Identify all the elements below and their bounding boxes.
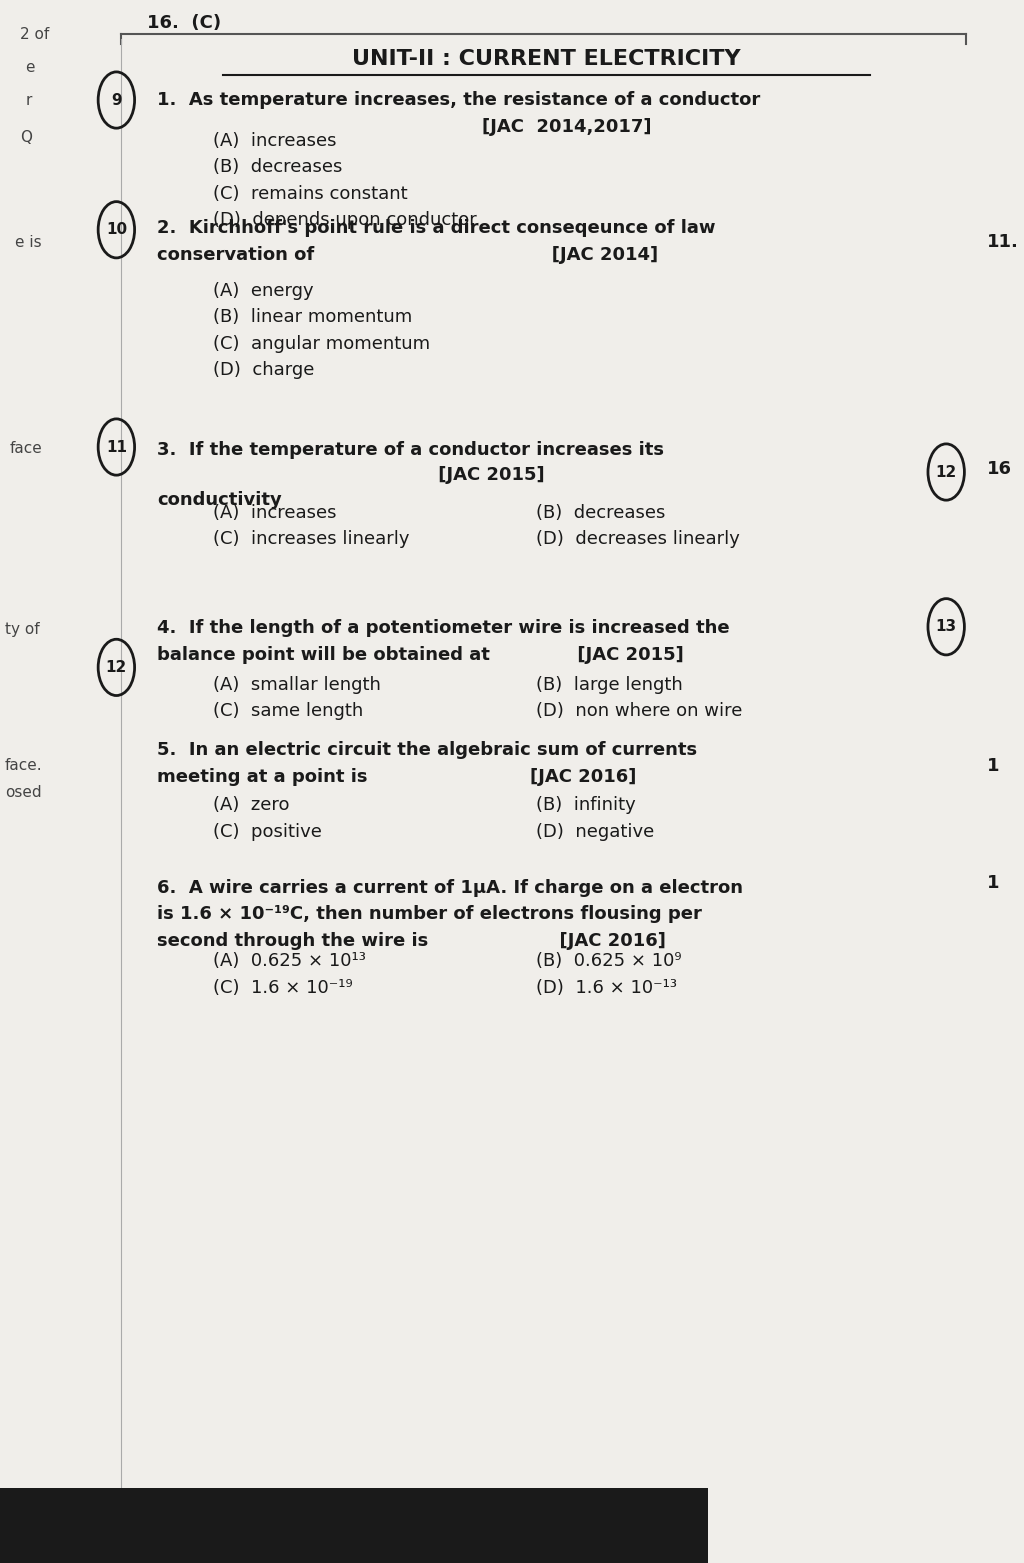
Text: 10: 10 bbox=[105, 222, 127, 238]
Text: (B)  infinity: (B) infinity bbox=[537, 796, 636, 814]
Text: e: e bbox=[26, 59, 35, 75]
Text: (D)  decreases linearly: (D) decreases linearly bbox=[537, 530, 740, 549]
Text: (D)  depends upon conductor: (D) depends upon conductor bbox=[213, 211, 476, 230]
Text: 2.  Kirchhoff's point rule is a direct conseqeunce of law: 2. Kirchhoff's point rule is a direct co… bbox=[157, 219, 716, 238]
Text: r: r bbox=[26, 92, 32, 108]
Text: (A)  energy: (A) energy bbox=[213, 281, 313, 300]
Text: (C)  increases linearly: (C) increases linearly bbox=[213, 530, 409, 549]
Text: ty of: ty of bbox=[5, 622, 40, 638]
Text: 9: 9 bbox=[111, 92, 122, 108]
Text: 11: 11 bbox=[105, 439, 127, 455]
Text: 13: 13 bbox=[936, 619, 956, 635]
Text: conservation of                                      [JAC 2014]: conservation of [JAC 2014] bbox=[157, 245, 658, 264]
Text: osed: osed bbox=[5, 785, 42, 800]
Text: 6.  A wire carries a current of 1μA. If charge on a electron: 6. A wire carries a current of 1μA. If c… bbox=[157, 878, 742, 897]
Text: (D)  negative: (D) negative bbox=[537, 822, 654, 841]
Text: (C)  angular momentum: (C) angular momentum bbox=[213, 334, 430, 353]
Text: e is: e is bbox=[15, 234, 42, 250]
Text: (B)  decreases: (B) decreases bbox=[213, 158, 342, 177]
Text: (A)  0.625 × 10¹³: (A) 0.625 × 10¹³ bbox=[213, 952, 366, 971]
Text: face: face bbox=[10, 441, 43, 456]
Text: UNIT-II : CURRENT ELECTRICITY: UNIT-II : CURRENT ELECTRICITY bbox=[352, 50, 740, 69]
Text: (A)  increases: (A) increases bbox=[213, 503, 336, 522]
Text: Q: Q bbox=[20, 130, 32, 145]
Text: [JAC 2015]: [JAC 2015] bbox=[157, 466, 545, 485]
Text: (D)  charge: (D) charge bbox=[213, 361, 314, 380]
Text: 5.  In an electric circuit the algebraic sum of currents: 5. In an electric circuit the algebraic … bbox=[157, 741, 697, 760]
Text: 16.  (C): 16. (C) bbox=[146, 14, 221, 33]
Text: (C)  same length: (C) same length bbox=[213, 702, 362, 721]
FancyBboxPatch shape bbox=[0, 1488, 709, 1563]
Text: balance point will be obtained at              [JAC 2015]: balance point will be obtained at [JAC 2… bbox=[157, 646, 684, 664]
Text: conductivity: conductivity bbox=[157, 491, 282, 510]
Text: (A)  zero: (A) zero bbox=[213, 796, 289, 814]
Text: [JAC  2014,2017]: [JAC 2014,2017] bbox=[157, 117, 651, 136]
Text: is 1.6 × 10⁻¹⁹C, then number of electrons flousing per: is 1.6 × 10⁻¹⁹C, then number of electron… bbox=[157, 905, 701, 924]
Text: (C)  remains constant: (C) remains constant bbox=[213, 184, 408, 203]
Text: (A)  smallar length: (A) smallar length bbox=[213, 675, 380, 694]
Text: 3.  If the temperature of a conductor increases its: 3. If the temperature of a conductor inc… bbox=[157, 441, 664, 460]
Text: second through the wire is                     [JAC 2016]: second through the wire is [JAC 2016] bbox=[157, 932, 666, 950]
Text: 1: 1 bbox=[987, 756, 999, 775]
Text: 12: 12 bbox=[105, 660, 127, 675]
Text: (B)  linear momentum: (B) linear momentum bbox=[213, 308, 412, 327]
Text: (C)  positive: (C) positive bbox=[213, 822, 322, 841]
Text: 1: 1 bbox=[987, 874, 999, 892]
Text: (A)  increases: (A) increases bbox=[213, 131, 336, 150]
Text: 4.  If the length of a potentiometer wire is increased the: 4. If the length of a potentiometer wire… bbox=[157, 619, 729, 638]
Text: 11.: 11. bbox=[987, 233, 1019, 252]
Text: meeting at a point is                          [JAC 2016]: meeting at a point is [JAC 2016] bbox=[157, 767, 636, 786]
Text: 2 of: 2 of bbox=[20, 27, 49, 42]
Text: (B)  0.625 × 10⁹: (B) 0.625 × 10⁹ bbox=[537, 952, 682, 971]
Text: 16: 16 bbox=[987, 460, 1012, 478]
Text: 12: 12 bbox=[936, 464, 956, 480]
Text: (B)  large length: (B) large length bbox=[537, 675, 683, 694]
Text: (C)  1.6 × 10⁻¹⁹: (C) 1.6 × 10⁻¹⁹ bbox=[213, 978, 352, 997]
Text: PHYSICS: PHYSICS bbox=[41, 1513, 188, 1541]
Text: (B)  decreases: (B) decreases bbox=[537, 503, 666, 522]
Text: (D)  non where on wire: (D) non where on wire bbox=[537, 702, 742, 721]
Text: (D)  1.6 × 10⁻¹³: (D) 1.6 × 10⁻¹³ bbox=[537, 978, 677, 997]
Text: 1.  As temperature increases, the resistance of a conductor: 1. As temperature increases, the resista… bbox=[157, 91, 760, 109]
Text: face.: face. bbox=[5, 758, 43, 774]
